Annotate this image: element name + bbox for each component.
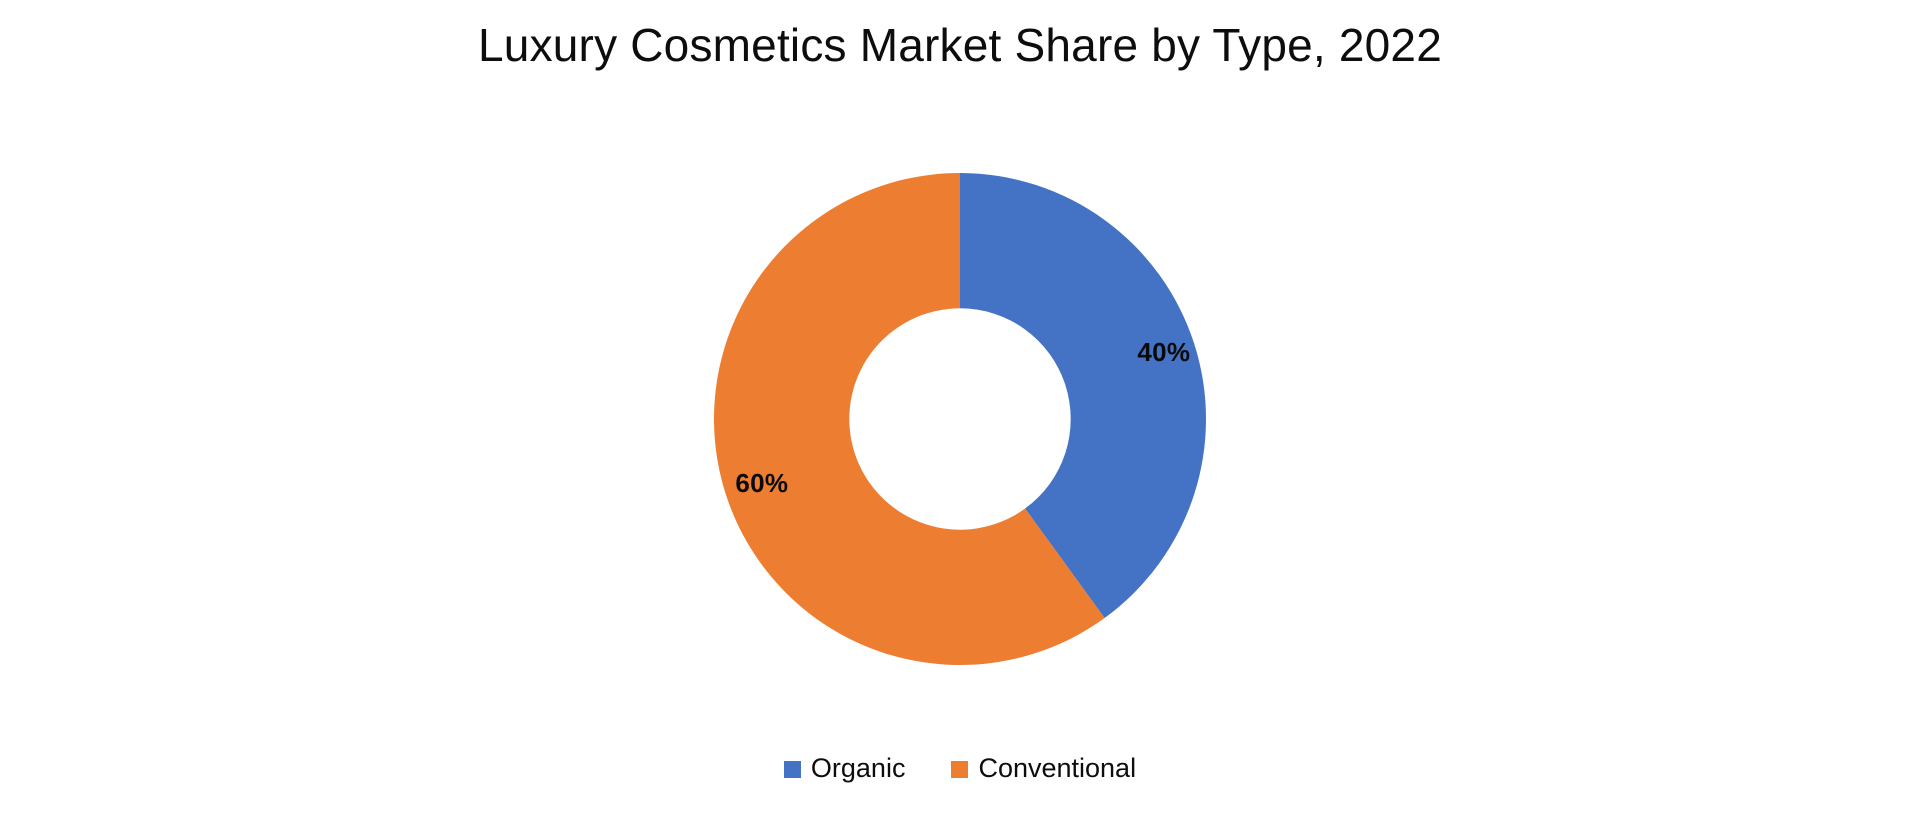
data-label-organic: 40% — [1137, 337, 1191, 368]
legend-swatch-conventional-icon — [951, 760, 969, 778]
donut-slice-conventional[interactable] — [714, 173, 1105, 665]
donut-chart-graphic — [714, 173, 1206, 665]
chart-title: Luxury Cosmetics Market Share by Type, 2… — [478, 19, 1442, 71]
donut-slice-organic[interactable] — [960, 173, 1206, 619]
legend-swatch-organic-icon — [783, 760, 801, 778]
legend-item-conventional[interactable]: Conventional — [951, 752, 1136, 784]
data-label-conventional: 60% — [735, 467, 789, 498]
chart-legend: Organic Conventional — [0, 752, 1920, 784]
legend-item-organic[interactable]: Organic — [783, 752, 906, 784]
donut-chart-plot-area: 40% 60% — [714, 173, 1206, 665]
legend-label-organic: Organic — [810, 753, 906, 783]
legend-label-conventional: Conventional — [978, 753, 1137, 783]
